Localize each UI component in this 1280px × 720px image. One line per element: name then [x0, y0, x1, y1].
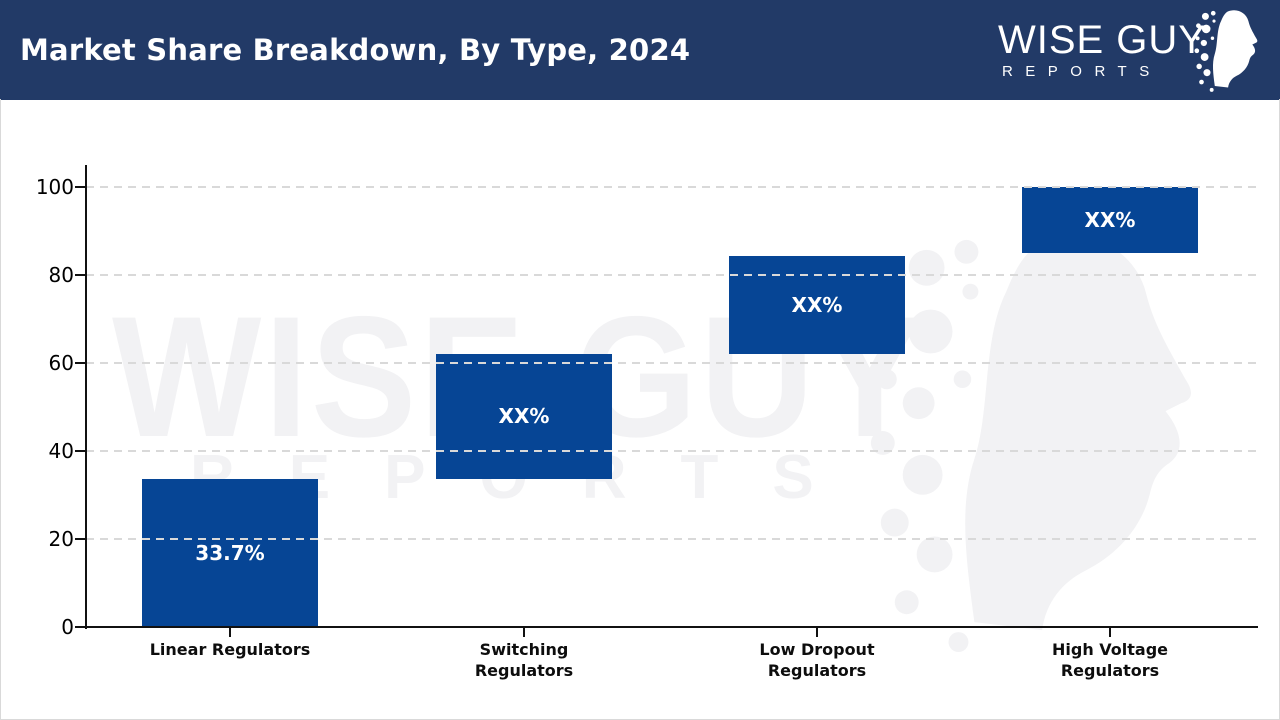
y-tick-40: [75, 450, 86, 452]
bar-value-label: XX%: [498, 404, 550, 429]
waterfall-bar-3: XX%: [729, 256, 905, 355]
x-tick-4: [1109, 628, 1111, 637]
x-tick-3: [816, 628, 818, 637]
y-tick-label-20: 20: [48, 527, 74, 551]
waterfall-bar-1: 33.7%: [142, 478, 318, 627]
logo-subtitle: REPORTS: [1001, 63, 1162, 80]
y-tick-label-100: 100: [35, 175, 74, 199]
wise-guy-reports-logo: WISE GUY REPORTS: [998, 6, 1272, 94]
bar-value-label: XX%: [791, 293, 843, 318]
chart-title: Market Share Breakdown, By Type, 2024: [20, 33, 691, 67]
bar-value-label: 33.7%: [195, 540, 265, 565]
y-axis-line: [85, 165, 87, 629]
x-category-label-2: Switching Regulators: [474, 640, 574, 680]
logo-text: WISE GUY REPORTS: [998, 20, 1206, 80]
x-axis-line: [85, 626, 1258, 628]
y-tick-100: [75, 186, 86, 188]
x-category-label-3: Low Dropout Regulators: [759, 640, 875, 680]
gridline-100: [86, 186, 1258, 188]
y-tick-0: [75, 626, 86, 628]
y-tick-label-60: 60: [48, 351, 74, 375]
waterfall-bar-4: XX%: [1022, 187, 1198, 253]
y-tick-60: [75, 362, 86, 364]
x-category-label-4: High Voltage Regulators: [1051, 640, 1169, 680]
waterfall-bar-2: XX%: [436, 354, 612, 479]
gridline-20: [86, 538, 1258, 540]
logo-face-icon: [1194, 10, 1258, 92]
y-tick-label-80: 80: [48, 263, 74, 287]
gridline-80: [86, 274, 1258, 276]
bar-value-label: XX%: [1084, 208, 1136, 232]
gridline-60: [86, 362, 1258, 364]
x-category-label-1: Linear Regulators: [149, 640, 311, 659]
header-bar: Market Share Breakdown, By Type, 2024 WI…: [0, 0, 1280, 100]
watermark-face-icon: [870, 236, 1191, 653]
y-tick-20: [75, 538, 86, 540]
gridline-40: [86, 450, 1258, 452]
y-tick-label-0: 0: [61, 615, 74, 639]
x-tick-2: [523, 628, 525, 637]
y-tick-80: [75, 274, 86, 276]
x-tick-1: [229, 628, 231, 637]
y-tick-label-40: 40: [48, 439, 74, 463]
logo-wordmark: WISE GUY: [997, 18, 1206, 62]
